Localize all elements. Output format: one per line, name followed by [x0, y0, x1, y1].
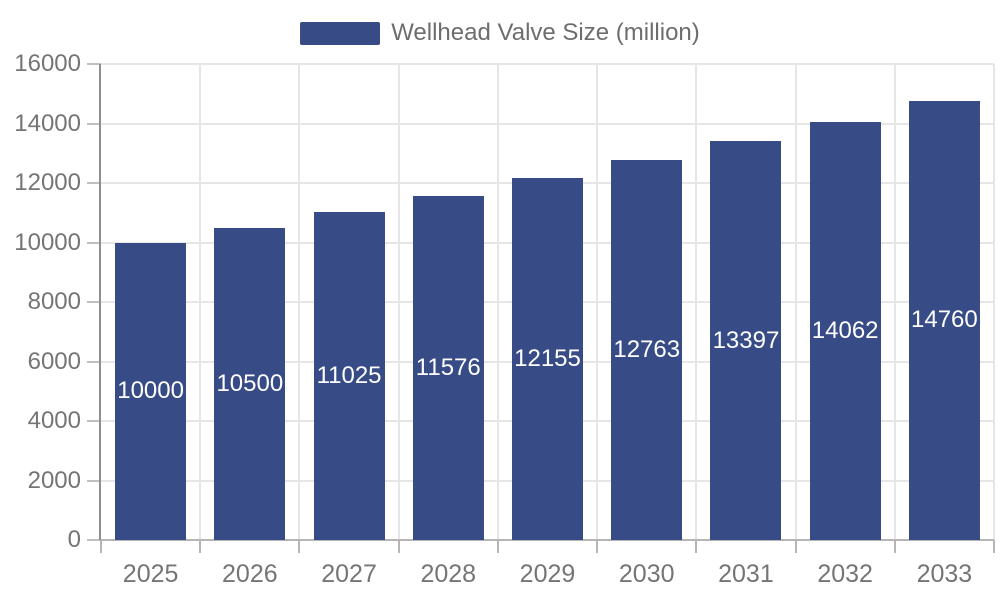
bar-value-label: 11025	[316, 361, 382, 389]
y-tick-label: 0	[67, 526, 81, 553]
y-tick	[87, 182, 101, 184]
bar-2031[interactable]: 13397	[710, 141, 782, 540]
bar-2027[interactable]: 11025	[313, 212, 385, 540]
y-tick-label: 2000	[27, 466, 81, 494]
y-tick-label: 16000	[14, 50, 81, 77]
y-axis-line	[99, 64, 101, 540]
y-tick-label: 10000	[14, 228, 81, 256]
y-tick	[87, 301, 101, 303]
x-gridline	[993, 64, 995, 540]
legend[interactable]: Wellhead Valve Size (million)	[0, 20, 1000, 46]
bar-2029[interactable]: 12155	[512, 178, 583, 540]
x-tick	[100, 540, 102, 553]
bar-value-label: 14062	[811, 316, 879, 344]
y-tick	[87, 539, 101, 541]
bar-2028[interactable]: 11576	[412, 195, 484, 540]
y-tick	[87, 63, 101, 65]
bar-2025[interactable]: 10000	[115, 242, 187, 540]
y-tick-label: 4000	[27, 407, 81, 434]
y-tick	[87, 360, 101, 363]
bar-value-label: 10500	[216, 369, 284, 397]
x-tick-label: 2028	[420, 560, 477, 588]
y-tick	[87, 241, 101, 244]
x-tick	[397, 540, 400, 553]
x-gridline	[397, 64, 400, 540]
bar-value-label: 10000	[117, 377, 184, 405]
x-tick-label: 2026	[222, 560, 278, 588]
y-tick	[87, 479, 101, 482]
bar-2030[interactable]: 12763	[611, 160, 683, 540]
x-gridline	[199, 64, 202, 540]
bar-value-label: 12763	[613, 336, 681, 364]
bar-2033[interactable]: 14760	[908, 100, 980, 540]
y-gridline	[101, 122, 994, 125]
x-tick	[496, 540, 499, 553]
x-tick	[298, 540, 301, 553]
x-tick-label: 2032	[817, 560, 873, 588]
bar-2026[interactable]: 10500	[214, 227, 286, 540]
x-tick-label: 2030	[618, 560, 675, 588]
bar-value-label: 14760	[911, 306, 978, 334]
x-gridline	[893, 64, 896, 540]
y-gridline	[101, 63, 994, 65]
y-tick-label: 6000	[27, 347, 81, 375]
x-gridline	[596, 64, 599, 540]
y-tick-label: 8000	[27, 288, 81, 315]
y-tick	[87, 122, 101, 125]
x-tick	[893, 540, 896, 553]
y-tick-label: 12000	[14, 169, 81, 196]
x-tick-label: 2025	[122, 560, 179, 588]
x-gridline	[695, 64, 698, 540]
x-tick	[199, 540, 202, 553]
x-tick	[596, 540, 599, 553]
x-tick	[993, 540, 995, 553]
x-tick-label: 2027	[321, 560, 377, 588]
bar-2032[interactable]: 14062	[809, 121, 881, 540]
y-tick	[87, 420, 101, 422]
x-tick-label: 2033	[916, 560, 973, 588]
legend-label: Wellhead Valve Size (million)	[391, 19, 700, 46]
x-tick-label: 2029	[519, 560, 576, 588]
x-gridline	[298, 64, 301, 540]
y-tick-label: 14000	[14, 109, 81, 137]
x-gridline	[794, 64, 797, 540]
bar-value-label: 12155	[514, 345, 581, 373]
x-gridline	[496, 64, 499, 540]
x-tick	[794, 540, 797, 553]
x-tick-label: 2031	[718, 560, 774, 588]
x-tick	[695, 540, 698, 553]
legend-swatch	[300, 21, 381, 45]
bar-value-label: 13397	[712, 326, 780, 354]
bar-value-label: 11576	[415, 353, 481, 381]
x-axis-line	[101, 539, 994, 541]
